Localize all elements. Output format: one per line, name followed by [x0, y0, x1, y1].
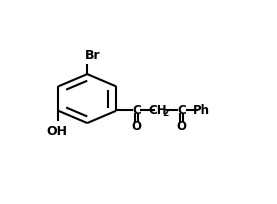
- Text: 2: 2: [162, 109, 168, 118]
- Text: C: C: [132, 103, 141, 116]
- Text: O: O: [177, 119, 187, 132]
- Text: Br: Br: [85, 49, 100, 61]
- Text: Ph: Ph: [193, 103, 209, 116]
- Text: C: C: [177, 103, 186, 116]
- Text: OH: OH: [47, 125, 68, 137]
- Text: O: O: [132, 119, 142, 132]
- Text: CH: CH: [149, 103, 167, 116]
